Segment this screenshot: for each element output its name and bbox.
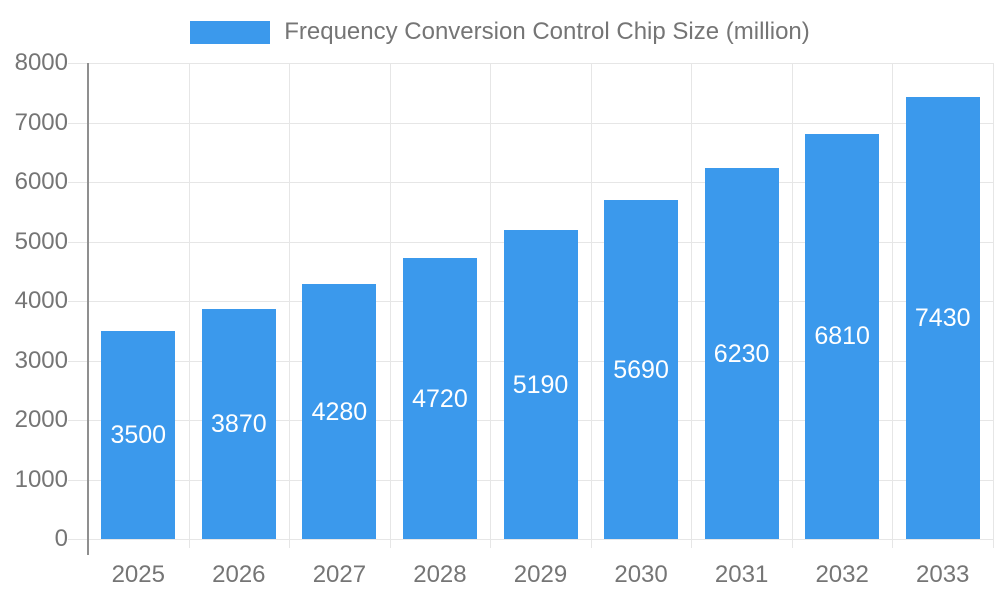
y-axis-tick [68, 241, 88, 243]
bar-value-label: 5190 [512, 370, 569, 399]
x-axis-label: 2025 [111, 561, 165, 588]
bar-2032[interactable] [805, 133, 880, 539]
bar-value-label: 6230 [713, 339, 770, 368]
legend-series-label: Frequency Conversion Control Chip Size (… [284, 18, 810, 45]
y-axis-tick [68, 122, 88, 124]
y-gridline [88, 122, 993, 124]
x-gridline [892, 63, 894, 539]
bar-2025[interactable] [101, 330, 176, 539]
bar-value-label: 4720 [412, 384, 468, 413]
x-gridline [791, 63, 793, 539]
y-axis-tick [68, 420, 88, 421]
x-axis-tick [892, 539, 894, 548]
y-axis-label: 3000 [14, 346, 68, 374]
x-axis-label: 2027 [312, 561, 367, 588]
y-gridline [88, 63, 993, 64]
y-gridline [88, 539, 993, 540]
x-axis-tick [490, 539, 492, 548]
x-axis-label: 2032 [815, 561, 869, 588]
bar-2028[interactable] [402, 258, 477, 539]
y-axis-label: 8000 [14, 49, 68, 76]
y-axis-label: 0 [54, 525, 68, 552]
x-axis-tick [993, 539, 994, 548]
bar-value-label: 5690 [613, 355, 669, 384]
x-axis-tick [590, 539, 592, 548]
x-gridline [389, 63, 391, 539]
x-gridline [490, 63, 492, 539]
y-axis-tick [68, 301, 88, 302]
bar-value-label: 3870 [211, 409, 267, 438]
x-axis-label: 2028 [413, 561, 467, 588]
x-axis-label: 2031 [714, 561, 769, 588]
y-axis-label: 1000 [14, 465, 68, 493]
bar-2030[interactable] [604, 200, 679, 539]
y-axis-label: 4000 [14, 287, 68, 314]
y-axis-label: 7000 [14, 108, 68, 136]
y-axis-tick [68, 63, 88, 64]
legend-swatch-icon [190, 20, 271, 44]
y-axis-tick [68, 539, 88, 540]
x-gridline [289, 63, 291, 539]
x-gridline [993, 63, 994, 539]
x-gridline [188, 63, 190, 539]
y-axis-label: 2000 [14, 406, 68, 433]
y-axis-tick [68, 360, 88, 362]
y-axis-tick [68, 479, 88, 481]
x-axis-label: 2030 [614, 561, 668, 588]
x-axis-label: 2029 [513, 561, 568, 588]
y-axis-label: 6000 [14, 168, 68, 195]
x-axis-tick [691, 539, 693, 548]
bar-2031[interactable] [704, 168, 779, 539]
bar-2026[interactable] [201, 308, 276, 539]
bar-2027[interactable] [302, 284, 377, 539]
legend-item[interactable]: Frequency Conversion Control Chip Size (… [190, 18, 810, 46]
x-axis-tick [791, 539, 793, 548]
x-gridline [590, 63, 592, 539]
bar-2029[interactable] [503, 230, 578, 539]
y-gridline [88, 182, 993, 183]
bar-value-label: 6810 [814, 322, 870, 351]
x-gridline [691, 63, 693, 539]
bar-2033[interactable] [905, 96, 980, 539]
x-axis-tick [389, 539, 391, 548]
legend: Frequency Conversion Control Chip Size (… [0, 18, 1000, 46]
y-axis-label: 5000 [14, 227, 68, 255]
x-axis-tick [188, 539, 190, 548]
bar-value-label: 3500 [110, 420, 167, 449]
x-axis-label: 2033 [916, 561, 970, 588]
y-axis-line [87, 63, 89, 555]
bar-value-label: 4280 [311, 397, 368, 426]
x-axis-label: 2026 [212, 561, 266, 588]
bar-value-label: 7430 [914, 303, 971, 332]
x-axis-tick [289, 539, 291, 548]
y-axis-tick [68, 182, 88, 183]
